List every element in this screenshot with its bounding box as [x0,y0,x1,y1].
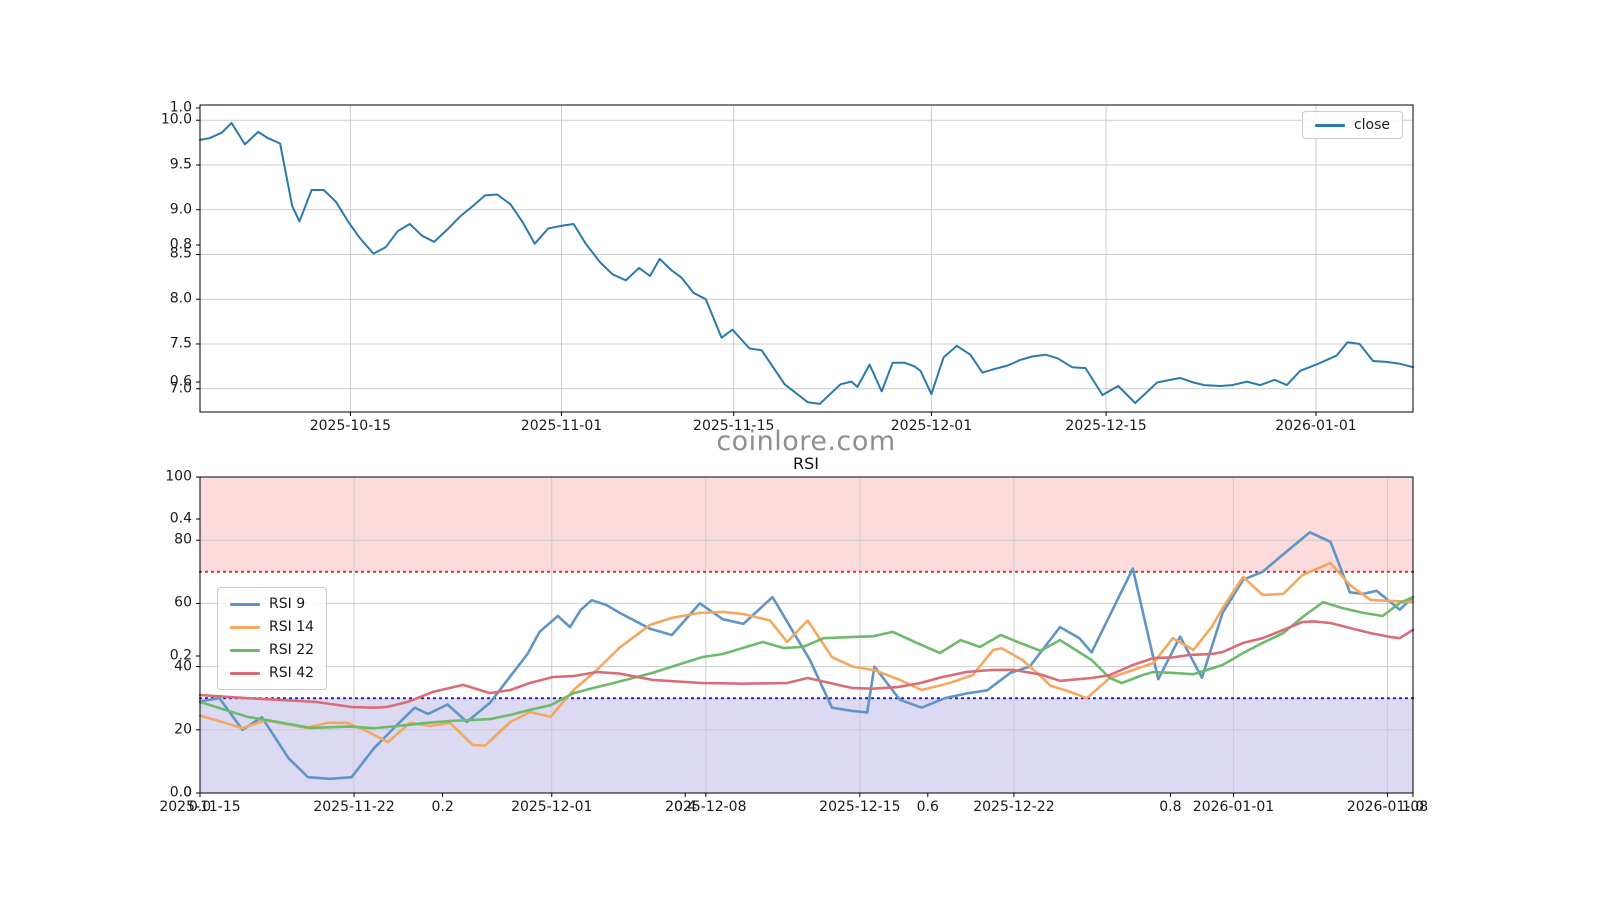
rsi-22-line [198,595,1415,730]
price-legend: close [1301,111,1403,139]
rsi-42-line [198,620,1415,710]
legend-item: close [1314,117,1390,133]
legend-label: RSI 9 [269,596,306,612]
rsi-legend: RSI 9 RSI 14 RSI 22 RSI 42 [217,587,328,690]
legend-line-swatch [230,625,260,629]
overbought-band [200,477,1413,572]
oversold-band [200,698,1413,793]
legend-line-swatch [230,671,260,675]
legend-label: RSI 22 [269,642,315,658]
watermark: coinlore.com [716,426,896,457]
legend-item: RSI 42 [230,665,314,681]
legend-label: close [1353,117,1390,133]
rsi-9-line [198,530,1415,781]
legend-item: RSI 22 [230,642,314,658]
rsi-chart-title: RSI [793,454,819,473]
legend-label: RSI 42 [269,665,315,681]
legend-item: RSI 14 [230,619,314,635]
close-line [199,121,1414,405]
rsi-chart [196,476,1415,797]
legend-line-swatch [230,648,260,652]
price-chart [196,104,1414,416]
legend-line-swatch [1314,123,1345,127]
legend-line-swatch [230,602,260,606]
legend-item: RSI 9 [230,596,314,612]
legend-label: RSI 14 [269,619,315,635]
